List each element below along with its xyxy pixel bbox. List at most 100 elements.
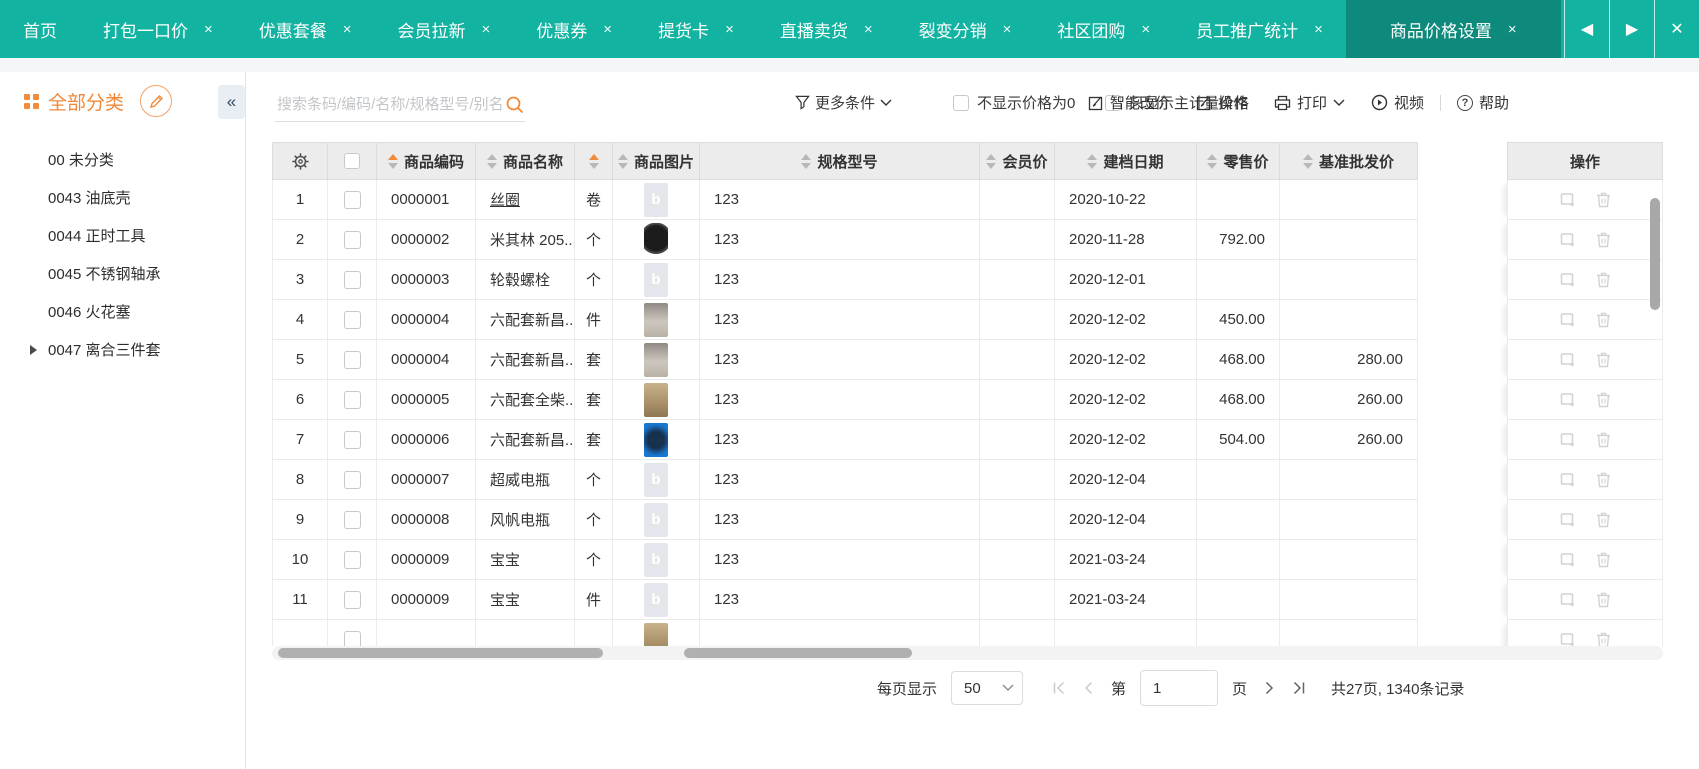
product-image-thumbnail[interactable]: [644, 382, 668, 417]
delete-icon[interactable]: [1595, 471, 1612, 489]
topbar-tab[interactable]: 员工推广统计 ×: [1173, 0, 1346, 58]
cell-text[interactable]: 轮毂螺栓: [490, 272, 551, 289]
delete-icon[interactable]: [1595, 591, 1612, 609]
row-checkbox[interactable]: [343, 510, 361, 529]
product-image-thumbnail[interactable]: b: [644, 582, 668, 617]
delete-icon[interactable]: [1595, 391, 1612, 409]
smart-reprice-button[interactable]: 智能改价: [1088, 92, 1170, 113]
product-image-thumbnail[interactable]: [644, 342, 668, 377]
video-button[interactable]: 视频: [1371, 92, 1424, 113]
delete-icon[interactable]: [1595, 311, 1612, 329]
row-checkbox[interactable]: [343, 310, 361, 329]
sort-arrows-icon[interactable]: [1087, 153, 1098, 169]
header-spec[interactable]: 规格型号: [700, 142, 980, 180]
delete-icon[interactable]: [1595, 191, 1612, 209]
delete-icon[interactable]: [1595, 511, 1612, 529]
tab-close-icon[interactable]: ×: [603, 20, 613, 38]
topbar-tab[interactable]: 优惠套餐 ×: [236, 0, 375, 58]
row-checkbox[interactable]: [343, 190, 361, 209]
sidebar-item[interactable]: 0046 火花塞: [0, 294, 245, 332]
cell-text[interactable]: 超威电瓶: [490, 472, 551, 489]
topbar-tab[interactable]: 直播卖货 ×: [757, 0, 896, 58]
header-op[interactable]: 操作: [1507, 142, 1663, 180]
expand-arrow-icon[interactable]: [30, 345, 37, 355]
cell-text[interactable]: 米其林 205...: [490, 232, 575, 249]
header-date[interactable]: 建档日期: [1055, 142, 1197, 180]
sort-arrows-icon[interactable]: [486, 153, 497, 169]
copy-add-icon[interactable]: [1559, 311, 1577, 329]
row-checkbox[interactable]: [343, 470, 361, 489]
tab-scroll-right-button[interactable]: ▶: [1609, 0, 1654, 58]
page-number-input[interactable]: [1140, 670, 1219, 706]
checkbox-icon[interactable]: [344, 153, 360, 169]
delete-icon[interactable]: [1595, 431, 1612, 449]
tab-close-icon[interactable]: ×: [1507, 20, 1517, 38]
product-image-thumbnail[interactable]: [644, 302, 668, 337]
tab-close-icon[interactable]: ×: [1141, 20, 1151, 38]
cell-text[interactable]: 六配套新昌...: [490, 432, 575, 449]
horizontal-scrollbar-thumb[interactable]: [278, 648, 603, 658]
sort-arrows-icon[interactable]: [1207, 153, 1218, 169]
main-unit-only-checkbox[interactable]: 只显示主计量价格: [1105, 92, 1249, 113]
vertical-scrollbar-thumb[interactable]: [1650, 198, 1660, 310]
tab-close-all-button[interactable]: ✕: [1654, 0, 1699, 58]
copy-add-icon[interactable]: [1559, 471, 1577, 489]
per-page-select[interactable]: 50: [951, 671, 1024, 705]
header-image[interactable]: 商品图片: [613, 142, 700, 180]
help-button[interactable]: ? 帮助: [1456, 92, 1509, 113]
sidebar-item[interactable]: 0047 离合三件套: [0, 332, 245, 370]
sidebar-collapse-button[interactable]: «: [218, 85, 245, 119]
tab-close-icon[interactable]: ×: [342, 20, 352, 38]
product-image-thumbnail[interactable]: b: [644, 462, 668, 497]
topbar-tab[interactable]: 打包一口价 ×: [80, 0, 236, 58]
topbar-tab[interactable]: 会员拉新 ×: [375, 0, 514, 58]
sidebar-item[interactable]: 0043 油底壳: [0, 180, 245, 218]
row-checkbox[interactable]: [343, 630, 361, 646]
sort-arrows-icon[interactable]: [801, 153, 812, 169]
topbar-tab[interactable]: 裂变分销 ×: [896, 0, 1035, 58]
prev-page-button[interactable]: [1081, 680, 1097, 696]
header-wholesale[interactable]: 基准批发价: [1280, 142, 1418, 180]
tab-close-icon[interactable]: ×: [725, 20, 734, 38]
product-image-thumbnail[interactable]: b: [644, 542, 668, 577]
checkbox-icon[interactable]: [1105, 94, 1121, 111]
cell-text[interactable]: 六配套新昌...: [490, 312, 575, 329]
tab-close-icon[interactable]: ×: [1002, 20, 1012, 38]
copy-add-icon[interactable]: [1559, 191, 1577, 209]
copy-add-icon[interactable]: [1559, 391, 1577, 409]
copy-add-icon[interactable]: [1559, 271, 1577, 289]
hide-zero-price-checkbox[interactable]: 不显示价格为0: [953, 92, 1075, 113]
delete-icon[interactable]: [1595, 271, 1612, 289]
checkbox-icon[interactable]: [953, 94, 969, 111]
row-checkbox[interactable]: [343, 590, 361, 609]
search-input[interactable]: [275, 95, 505, 114]
topbar-tab[interactable]: 优惠券 ×: [513, 0, 635, 58]
topbar-tab[interactable]: 提货卡 ×: [635, 0, 757, 58]
tab-close-icon[interactable]: ×: [481, 20, 491, 38]
tab-close-icon[interactable]: ×: [863, 20, 873, 38]
copy-add-icon[interactable]: [1559, 631, 1577, 647]
horizontal-scrollbar-thumb[interactable]: [684, 648, 912, 658]
select-all-checkbox[interactable]: [328, 142, 377, 180]
tab-scroll-left-button[interactable]: ◀: [1564, 0, 1609, 58]
operate-button[interactable]: 操作: [1196, 92, 1248, 113]
more-filters-button[interactable]: 更多条件: [795, 92, 892, 113]
row-checkbox[interactable]: [343, 390, 361, 409]
search-icon[interactable]: [505, 95, 525, 115]
next-page-button[interactable]: [1261, 680, 1277, 696]
tab-close-icon[interactable]: ×: [204, 20, 213, 38]
row-checkbox[interactable]: [343, 350, 361, 369]
sidebar-item[interactable]: 00 未分类: [0, 142, 245, 180]
topbar-tab[interactable]: 社区团购 ×: [1034, 0, 1173, 58]
row-checkbox[interactable]: [343, 550, 361, 569]
delete-icon[interactable]: [1595, 351, 1612, 369]
delete-icon[interactable]: [1595, 231, 1612, 249]
copy-add-icon[interactable]: [1559, 551, 1577, 569]
product-image-thumbnail[interactable]: b: [644, 182, 668, 217]
cell-text[interactable]: 六配套全柴...: [490, 392, 575, 409]
edit-categories-button[interactable]: [140, 85, 173, 117]
delete-icon[interactable]: [1595, 551, 1612, 569]
cell-text[interactable]: 丝圈: [490, 192, 521, 209]
header-unit[interactable]: [575, 142, 613, 180]
sidebar-item[interactable]: 0045 不锈钢轴承: [0, 256, 245, 294]
